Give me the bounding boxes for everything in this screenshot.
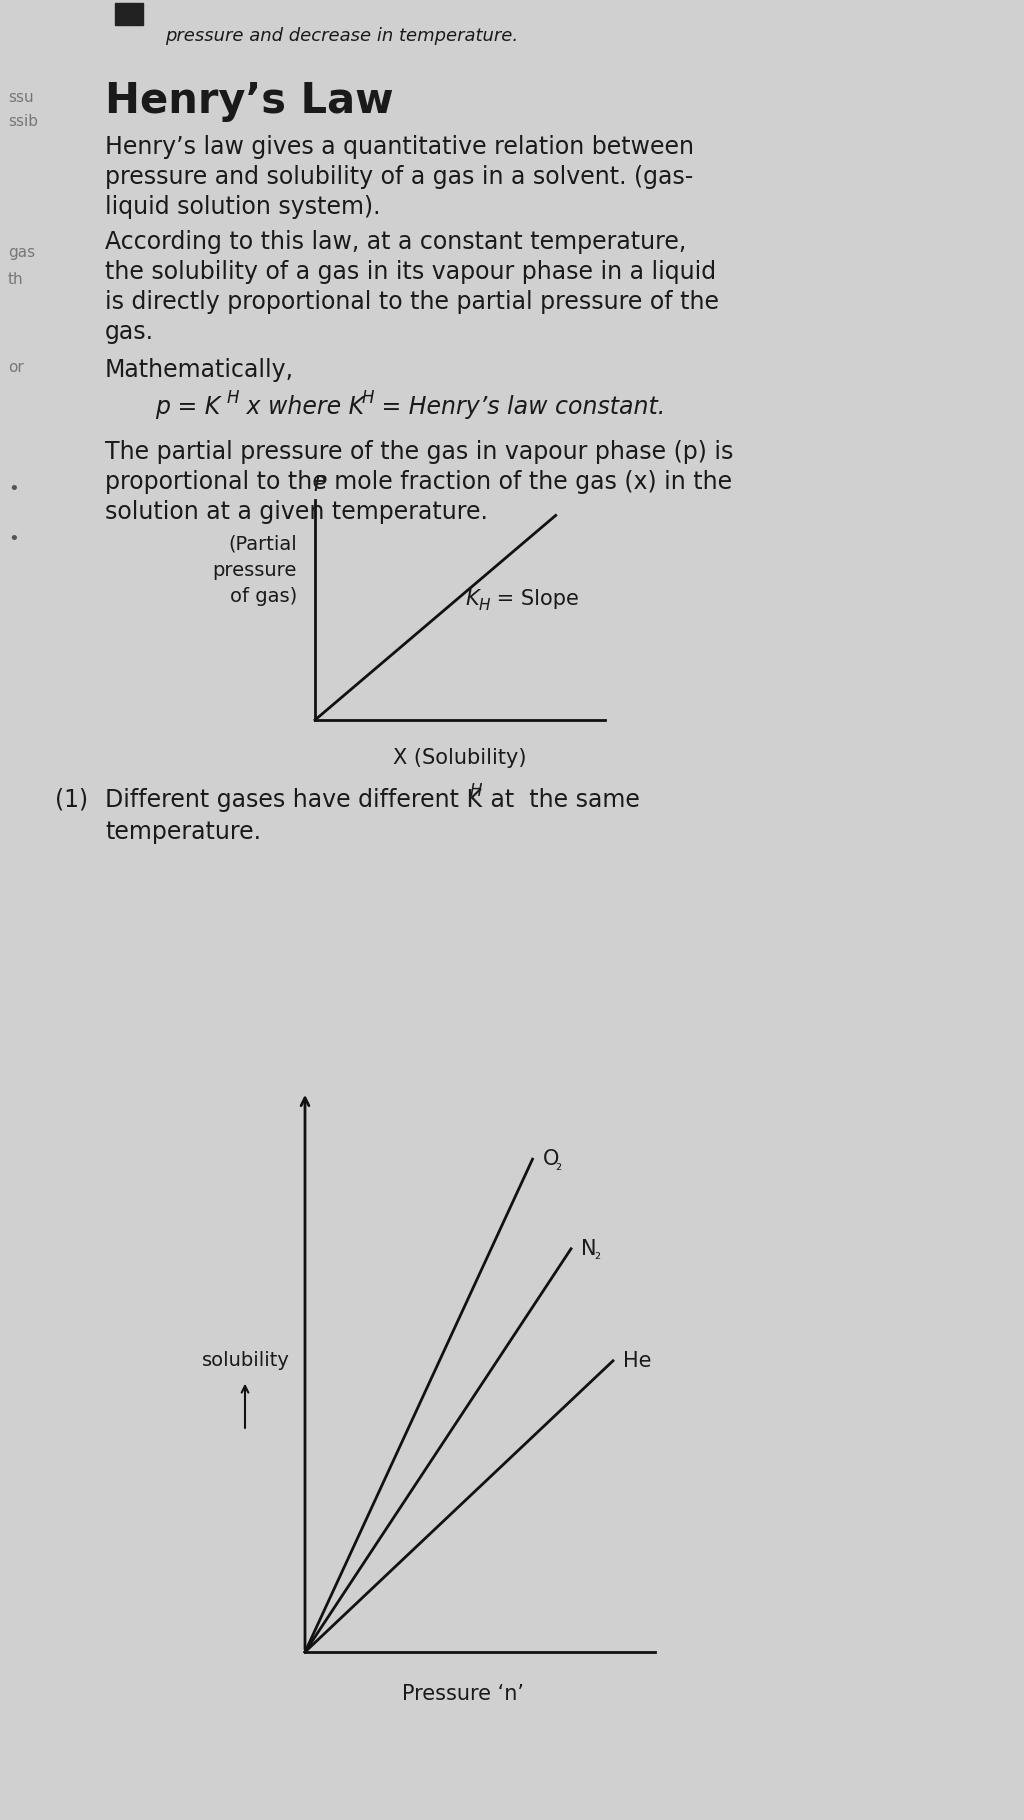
Text: •: • bbox=[8, 530, 18, 548]
Text: K: K bbox=[466, 590, 479, 610]
Text: ₂: ₂ bbox=[594, 1247, 600, 1263]
Text: is directly proportional to the partial pressure of the: is directly proportional to the partial … bbox=[105, 289, 719, 315]
Text: Different gases have different K: Different gases have different K bbox=[105, 788, 482, 812]
Text: ssib: ssib bbox=[8, 115, 38, 129]
Bar bbox=[115, 4, 143, 25]
Text: solubility: solubility bbox=[202, 1350, 290, 1370]
Text: Henry’s law gives a quantitative relation between: Henry’s law gives a quantitative relatio… bbox=[105, 135, 694, 158]
Text: Mathematically,: Mathematically, bbox=[105, 359, 294, 382]
Text: Henry’s Law: Henry’s Law bbox=[105, 80, 393, 122]
Text: (Partial
pressure
of gas): (Partial pressure of gas) bbox=[213, 535, 297, 606]
Text: solution at a given temperature.: solution at a given temperature. bbox=[105, 501, 487, 524]
Text: H: H bbox=[362, 389, 375, 408]
Text: X (Solubility): X (Solubility) bbox=[393, 748, 526, 768]
Text: ssu: ssu bbox=[8, 89, 34, 106]
Text: O: O bbox=[543, 1148, 559, 1168]
Text: N: N bbox=[581, 1239, 597, 1259]
Text: Pressure ‘n’: Pressure ‘n’ bbox=[401, 1684, 523, 1704]
Text: pressure and decrease in temperature.: pressure and decrease in temperature. bbox=[165, 27, 518, 46]
Text: The partial pressure of the gas in vapour phase (p) is: The partial pressure of the gas in vapou… bbox=[105, 440, 733, 464]
Text: H: H bbox=[470, 783, 482, 801]
Text: He: He bbox=[623, 1350, 651, 1370]
Text: H: H bbox=[227, 389, 240, 408]
Text: th: th bbox=[8, 271, 24, 288]
Text: = Slope: = Slope bbox=[489, 590, 579, 610]
Text: (1): (1) bbox=[55, 788, 88, 812]
Text: temperature.: temperature. bbox=[105, 821, 261, 844]
Text: the solubility of a gas in its vapour phase in a liquid: the solubility of a gas in its vapour ph… bbox=[105, 260, 716, 284]
Text: pressure and solubility of a gas in a solvent. (gas-: pressure and solubility of a gas in a so… bbox=[105, 166, 693, 189]
Text: or: or bbox=[8, 360, 24, 375]
Text: at  the same: at the same bbox=[483, 788, 640, 812]
Text: = Henry’s law constant.: = Henry’s law constant. bbox=[374, 395, 666, 419]
Text: H: H bbox=[479, 597, 490, 613]
Text: According to this law, at a constant temperature,: According to this law, at a constant tem… bbox=[105, 229, 686, 255]
Text: P: P bbox=[313, 475, 327, 495]
Text: x where K: x where K bbox=[239, 395, 365, 419]
Text: liquid solution system).: liquid solution system). bbox=[105, 195, 381, 218]
Text: proportional to the mole fraction of the gas (x) in the: proportional to the mole fraction of the… bbox=[105, 470, 732, 493]
Text: gas.: gas. bbox=[105, 320, 154, 344]
Text: •: • bbox=[8, 480, 18, 499]
Text: gas: gas bbox=[8, 246, 35, 260]
Text: p = K: p = K bbox=[155, 395, 220, 419]
Text: ₂: ₂ bbox=[555, 1158, 561, 1172]
